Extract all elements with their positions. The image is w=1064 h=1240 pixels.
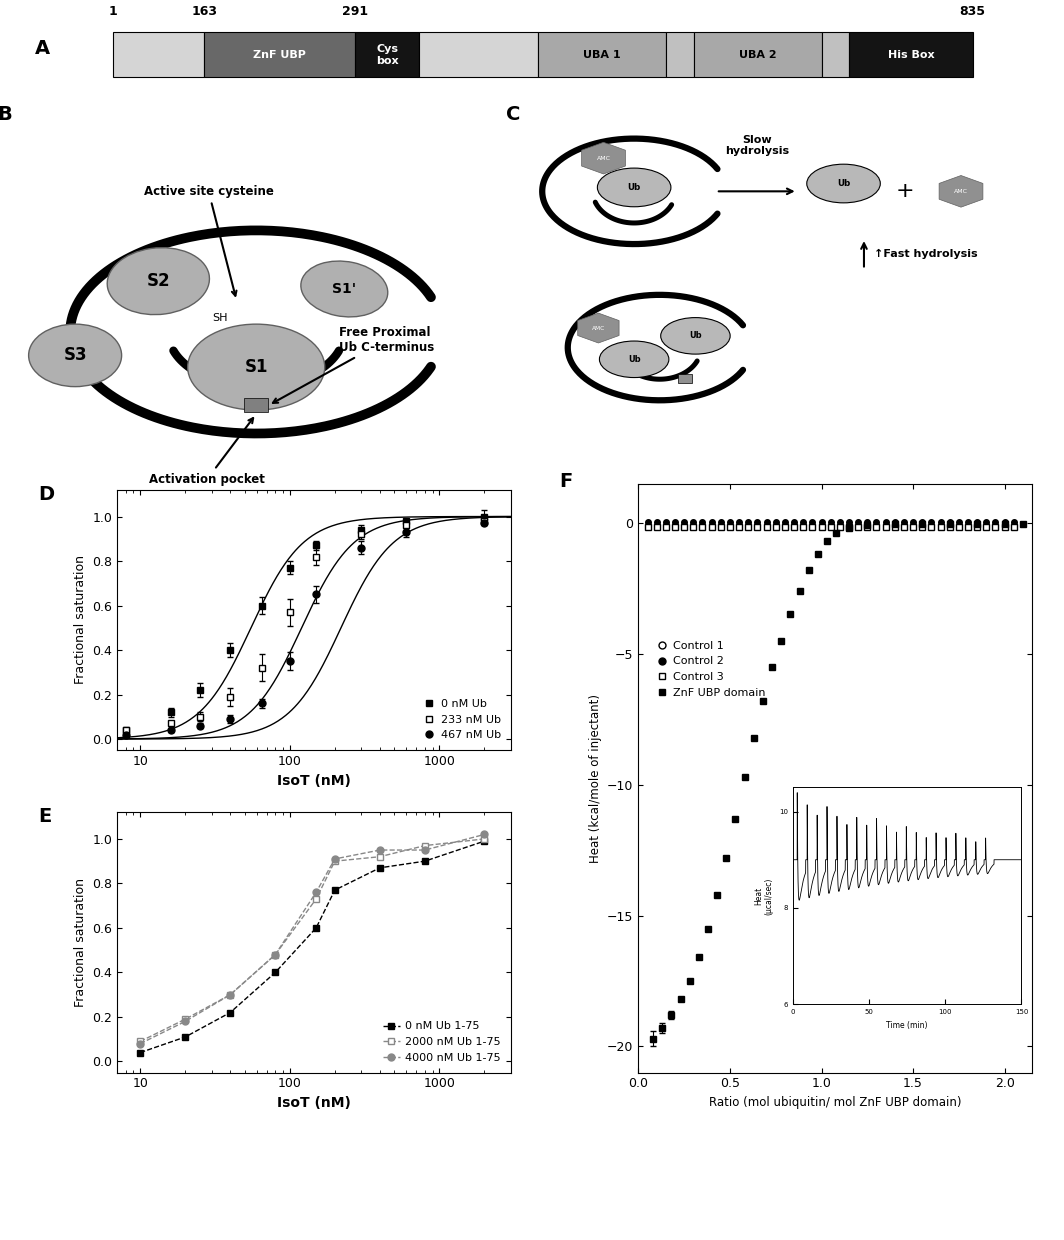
Text: ↑Fast hydrolysis: ↑Fast hydrolysis: [875, 249, 978, 259]
Bar: [538, 32, 666, 77]
Text: Free Proximal
Ub C-terminus: Free Proximal Ub C-terminus: [272, 326, 435, 403]
Bar: [204, 32, 355, 77]
Y-axis label: Heat (kcal/mole of injectant): Heat (kcal/mole of injectant): [588, 693, 601, 863]
Ellipse shape: [301, 262, 387, 317]
Text: Ub: Ub: [628, 184, 641, 192]
Ellipse shape: [661, 317, 730, 355]
Text: Active site cysteine: Active site cysteine: [144, 185, 273, 296]
Text: Cys
box: Cys box: [376, 43, 398, 66]
X-axis label: Time (min): Time (min): [886, 1021, 928, 1029]
Text: AMC: AMC: [592, 326, 605, 331]
Ellipse shape: [29, 324, 121, 387]
Polygon shape: [578, 314, 619, 343]
Bar: [244, 398, 268, 412]
Y-axis label: Fractional saturation: Fractional saturation: [73, 878, 86, 1007]
Polygon shape: [582, 143, 626, 174]
Ellipse shape: [107, 248, 210, 315]
Text: Ub: Ub: [628, 355, 641, 363]
X-axis label: IsoT (nM): IsoT (nM): [277, 774, 351, 787]
Y-axis label: Fractional saturation: Fractional saturation: [73, 556, 86, 684]
Text: 163: 163: [192, 5, 217, 19]
Text: Slow
hydrolysis: Slow hydrolysis: [725, 135, 788, 156]
Text: A: A: [35, 38, 50, 58]
Text: Activation pocket: Activation pocket: [149, 418, 265, 486]
Bar: [355, 32, 419, 77]
Text: +: +: [896, 181, 914, 201]
Legend: 0 nM Ub 1-75, 2000 nM Ub 1-75, 4000 nM Ub 1-75: 0 nM Ub 1-75, 2000 nM Ub 1-75, 4000 nM U…: [379, 1017, 505, 1068]
X-axis label: Ratio (mol ubiquitin/ mol ZnF UBP domain): Ratio (mol ubiquitin/ mol ZnF UBP domain…: [709, 1096, 962, 1109]
Bar: [694, 32, 821, 77]
Text: F: F: [560, 472, 572, 491]
Text: 1: 1: [109, 5, 117, 19]
Polygon shape: [940, 176, 983, 207]
Text: UBA 2: UBA 2: [738, 50, 777, 60]
Text: S1: S1: [245, 358, 268, 376]
Text: S3: S3: [63, 346, 87, 365]
Text: D: D: [38, 485, 54, 503]
Text: AMC: AMC: [597, 156, 611, 161]
Text: S1': S1': [332, 281, 356, 296]
Text: UBA 1: UBA 1: [583, 50, 621, 60]
Text: S2: S2: [147, 272, 170, 290]
Text: 291: 291: [342, 5, 368, 19]
Text: E: E: [38, 807, 51, 826]
Legend: Control 1, Control 2, Control 3, ZnF UBP domain: Control 1, Control 2, Control 3, ZnF UBP…: [652, 636, 770, 702]
Text: His Box: His Box: [887, 50, 934, 60]
Text: 835: 835: [960, 5, 985, 19]
Text: AMC: AMC: [954, 188, 968, 193]
Y-axis label: Heat
(μcal/sec): Heat (μcal/sec): [754, 877, 774, 915]
Bar: [419, 32, 538, 77]
Text: Ub: Ub: [837, 179, 850, 188]
Bar: [849, 32, 972, 77]
Ellipse shape: [597, 169, 671, 207]
Legend: 0 nM Ub, 233 nM Ub, 467 nM Ub: 0 nM Ub, 233 nM Ub, 467 nM Ub: [419, 694, 505, 745]
Bar: [666, 32, 694, 77]
Text: C: C: [506, 105, 521, 124]
Ellipse shape: [807, 164, 880, 203]
Ellipse shape: [187, 324, 325, 410]
Text: Ub: Ub: [689, 331, 702, 340]
X-axis label: IsoT (nM): IsoT (nM): [277, 1096, 351, 1110]
Text: B: B: [0, 105, 12, 124]
Bar: [821, 32, 849, 77]
Text: ZnF UBP: ZnF UBP: [253, 50, 306, 60]
Bar: [113, 32, 204, 77]
Ellipse shape: [599, 341, 669, 377]
Text: SH: SH: [212, 314, 228, 324]
Bar: [679, 374, 692, 383]
